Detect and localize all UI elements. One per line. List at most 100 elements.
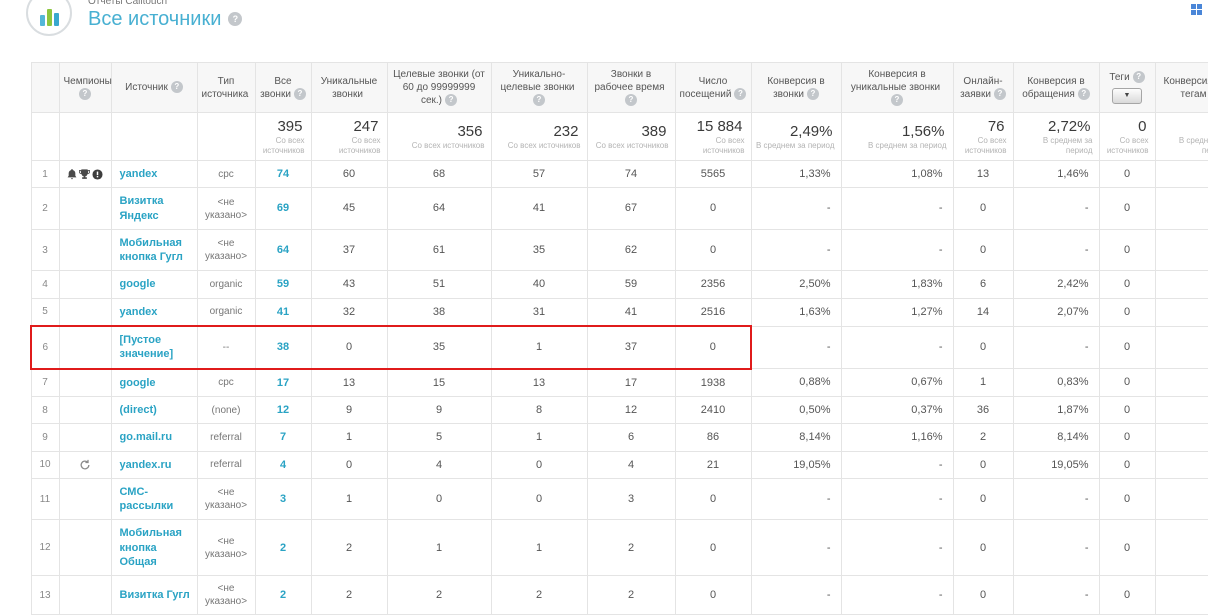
visits-cell: 2516	[675, 298, 751, 326]
column-header-unique_target[interactable]: Уникально-целевые звонки?	[491, 63, 587, 113]
summary-empty-cell	[111, 113, 197, 161]
column-header-calls[interactable]: Все звонки?	[255, 63, 311, 113]
source-link[interactable]: google	[120, 278, 156, 290]
column-header-conv_req[interactable]: Конверсия в обращения?	[1013, 63, 1099, 113]
column-label: Конверсия в уникальные звонки	[851, 69, 940, 93]
conv_req-cell: 19,05%	[1013, 451, 1099, 478]
source-cell: yandex.ru	[111, 451, 197, 478]
column-label: Источник	[125, 82, 168, 93]
online-cell: 6	[953, 271, 1013, 298]
source-cell: Визитка Яндекс	[111, 188, 197, 230]
type-cell: <не указано>	[197, 188, 255, 230]
calls-cell: 41	[255, 298, 311, 326]
help-icon[interactable]: ?	[807, 88, 819, 100]
type-cell: (none)	[197, 396, 255, 423]
summary-caption: Со всех источников	[958, 136, 1007, 156]
help-icon[interactable]: ?	[171, 81, 183, 93]
help-icon[interactable]: ?	[533, 94, 545, 106]
column-header-conv_unique[interactable]: Конверсия в уникальные звонки?	[841, 63, 953, 113]
column-header-online[interactable]: Онлайн-заявки?	[953, 63, 1013, 113]
conv_calls-cell: 8,14%	[751, 424, 841, 451]
help-icon[interactable]: ?	[1078, 88, 1090, 100]
column-label: Теги	[1109, 72, 1129, 83]
summary-value: 389	[592, 123, 669, 140]
title-help-icon[interactable]: ?	[228, 12, 242, 26]
source-link[interactable]: (direct)	[120, 404, 157, 416]
source-link[interactable]: Визитка Яндекс	[120, 195, 164, 221]
tags-filter-dropdown[interactable]: ▼	[1112, 88, 1142, 104]
source-link[interactable]: СМС-рассылки	[120, 486, 174, 512]
type-cell: <не указано>	[197, 576, 255, 615]
help-icon[interactable]: ?	[445, 94, 457, 106]
help-icon[interactable]: ?	[891, 94, 903, 106]
unique_target-cell: 1	[491, 424, 587, 451]
column-header-conv_calls[interactable]: Конверсия в звонки?	[751, 63, 841, 113]
tags-cell: 0	[1099, 271, 1155, 298]
help-icon[interactable]: ?	[79, 88, 91, 100]
tags-cell: 0	[1099, 478, 1155, 520]
row-number: 12	[31, 520, 59, 576]
champions-cell	[59, 478, 111, 520]
summary-value: 395	[260, 118, 305, 135]
help-icon[interactable]: ?	[1133, 71, 1145, 83]
summary-caption: В среднем за период	[756, 141, 835, 151]
source-link[interactable]: [Пустое значение]	[120, 334, 174, 360]
conv_tags-cell: -	[1155, 396, 1208, 423]
conv_calls-cell: -	[751, 326, 841, 369]
unique_target-cell: 2	[491, 576, 587, 615]
column-header-visits[interactable]: Число посещений?	[675, 63, 751, 113]
champions-cell	[59, 424, 111, 451]
grid-icon[interactable]	[1191, 4, 1202, 15]
column-header-conv_tags[interactable]: Конверсия по тегам	[1155, 63, 1208, 113]
conv_unique-cell: -	[841, 229, 953, 271]
type-cell: <не указано>	[197, 478, 255, 520]
source-link[interactable]: Визитка Гугл	[120, 589, 190, 601]
source-link[interactable]: Мобильная кнопка Общая	[120, 527, 182, 568]
summary-caption: Со всех источников	[392, 141, 485, 151]
summary-conv_req: 2,72%В среднем за период	[1013, 113, 1099, 161]
source-link[interactable]: Мобильная кнопка Гугл	[120, 237, 183, 263]
work_time-cell: 3	[587, 478, 675, 520]
calls-cell: 17	[255, 369, 311, 397]
help-icon[interactable]: ?	[994, 88, 1006, 100]
source-link[interactable]: yandex	[120, 306, 158, 318]
column-header-type[interactable]: Тип источника	[197, 63, 255, 113]
source-link[interactable]: yandex.ru	[120, 459, 172, 471]
unique_calls-cell: 60	[311, 161, 387, 188]
help-icon[interactable]: ?	[734, 88, 746, 100]
column-header-source[interactable]: Источник?	[111, 63, 197, 113]
column-label: Целевые звонки (от 60 до 99999999 сек.)	[393, 69, 485, 106]
champions-cell	[59, 188, 111, 230]
source-link[interactable]: go.mail.ru	[120, 431, 173, 443]
row-number: 9	[31, 424, 59, 451]
type-cell: cpc	[197, 369, 255, 397]
column-header-unique_calls[interactable]: Уникальные звонки	[311, 63, 387, 113]
visits-cell: 0	[675, 520, 751, 576]
calls-cell: 64	[255, 229, 311, 271]
refresh-icon[interactable]	[79, 459, 91, 471]
column-header-champions[interactable]: Чемпионы?	[59, 63, 111, 113]
help-icon[interactable]: ?	[625, 94, 637, 106]
column-label: Число посещений	[680, 76, 732, 100]
column-header-target_calls[interactable]: Целевые звонки (от 60 до 99999999 сек.)?	[387, 63, 491, 113]
column-header-tags[interactable]: Теги? ▼	[1099, 63, 1155, 113]
conv_req-cell: 2,07%	[1013, 298, 1099, 326]
champions-cell	[59, 369, 111, 397]
column-header-num[interactable]	[31, 63, 59, 113]
help-icon[interactable]: ?	[294, 88, 306, 100]
source-link[interactable]: google	[120, 377, 156, 389]
unique_target-cell: 0	[491, 451, 587, 478]
conv_calls-cell: 0,88%	[751, 369, 841, 397]
unique_target-cell: 0	[491, 478, 587, 520]
conv_unique-cell: -	[841, 520, 953, 576]
column-label: Все звонки	[260, 76, 292, 100]
unique_calls-cell: 9	[311, 396, 387, 423]
source-link[interactable]: yandex	[120, 168, 158, 180]
source-cell: yandex	[111, 161, 197, 188]
calls-cell: 7	[255, 424, 311, 451]
column-header-work_time[interactable]: Звонки в рабочее время?	[587, 63, 675, 113]
summary-empty-cell	[197, 113, 255, 161]
